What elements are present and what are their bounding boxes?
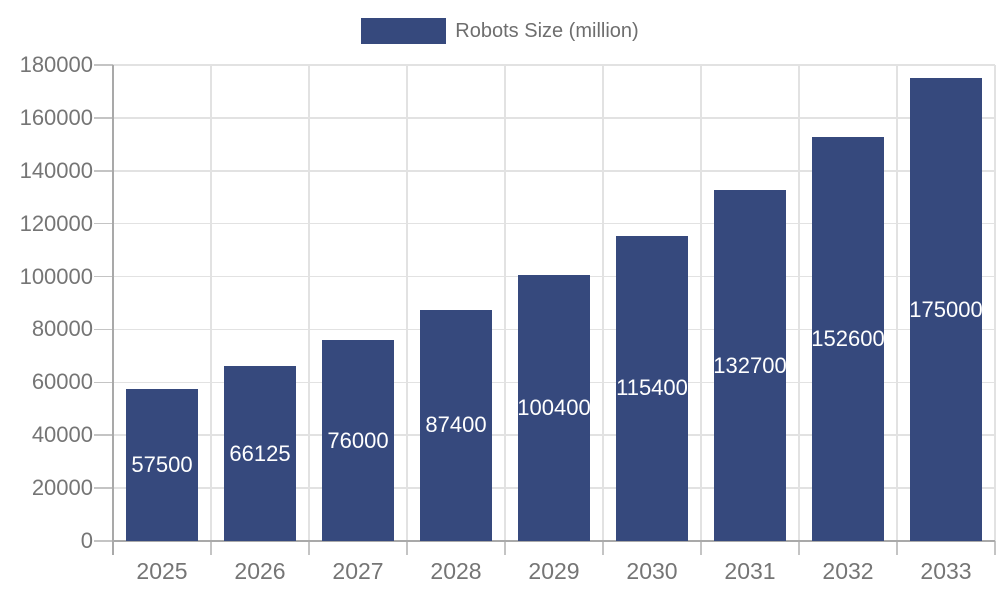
y-tick-label: 120000 xyxy=(19,210,93,236)
x-tick xyxy=(210,541,212,555)
y-tick xyxy=(94,222,113,225)
y-tick-label: 80000 xyxy=(31,316,93,342)
legend-label: Robots Size (million) xyxy=(455,19,639,42)
x-gridline xyxy=(602,65,604,541)
x-tick-label: 2025 xyxy=(136,558,188,584)
bar xyxy=(322,340,394,541)
y-tick xyxy=(94,328,113,331)
y-tick xyxy=(94,64,113,66)
x-tick-label: 2026 xyxy=(234,558,286,584)
bar xyxy=(224,366,296,541)
x-tick xyxy=(504,541,506,555)
x-tick xyxy=(602,541,604,555)
y-gridline xyxy=(113,117,995,119)
bar xyxy=(420,309,492,541)
x-tick-label: 2028 xyxy=(430,558,482,584)
x-gridline xyxy=(798,65,800,541)
x-gridline xyxy=(896,65,898,541)
y-axis-line xyxy=(112,65,114,555)
y-gridline xyxy=(113,170,995,172)
bar-value-label: 152600 xyxy=(811,326,885,352)
y-tick-label: 180000 xyxy=(19,52,93,77)
x-gridline xyxy=(504,65,506,541)
x-axis-line xyxy=(113,540,995,542)
bar-value-label: 66125 xyxy=(229,440,291,466)
x-gridline xyxy=(210,65,212,541)
bar-value-label: 100400 xyxy=(517,395,591,421)
legend: Robots Size (million) xyxy=(0,18,1000,44)
x-tick xyxy=(896,541,898,555)
x-tick xyxy=(406,541,408,555)
x-gridline xyxy=(406,65,408,541)
bar xyxy=(616,235,688,541)
x-tick xyxy=(994,541,996,555)
y-tick xyxy=(94,170,113,172)
bar-value-label: 57500 xyxy=(131,451,193,477)
x-tick xyxy=(308,541,310,555)
y-tick-label: 20000 xyxy=(31,475,93,501)
y-tick xyxy=(94,434,113,436)
y-tick xyxy=(94,381,113,384)
bar xyxy=(812,137,884,541)
y-tick-label: 100000 xyxy=(19,263,93,289)
y-gridline xyxy=(113,64,995,66)
x-tick-label: 2032 xyxy=(822,558,874,584)
y-tick xyxy=(94,487,113,489)
y-tick xyxy=(94,540,113,542)
x-tick-label: 2030 xyxy=(626,558,678,584)
x-tick xyxy=(700,541,702,555)
bar-value-label: 87400 xyxy=(425,412,487,438)
x-tick-label: 2033 xyxy=(920,558,972,584)
bar xyxy=(126,388,198,541)
x-gridline xyxy=(700,65,702,541)
y-tick xyxy=(94,275,113,278)
y-gridline xyxy=(113,222,995,225)
bar xyxy=(910,78,982,541)
x-gridline xyxy=(994,65,996,541)
y-tick xyxy=(94,117,113,119)
x-tick-label: 2031 xyxy=(724,558,776,584)
y-tick-label: 160000 xyxy=(19,104,93,130)
bar xyxy=(518,275,590,541)
x-tick xyxy=(798,541,800,555)
bar-value-label: 175000 xyxy=(909,296,983,322)
bar-value-label: 76000 xyxy=(327,427,389,453)
bar-value-label: 132700 xyxy=(713,352,787,378)
y-tick-label: 40000 xyxy=(31,422,93,448)
y-tick-label: 60000 xyxy=(31,369,93,395)
x-gridline xyxy=(308,65,310,541)
x-tick-label: 2029 xyxy=(528,558,580,584)
bar xyxy=(714,190,786,541)
y-tick-label: 140000 xyxy=(19,157,93,183)
bar-value-label: 115400 xyxy=(616,375,688,401)
y-tick-label: 0 xyxy=(80,528,93,553)
legend-swatch xyxy=(361,18,447,44)
x-tick-label: 2027 xyxy=(332,558,384,584)
